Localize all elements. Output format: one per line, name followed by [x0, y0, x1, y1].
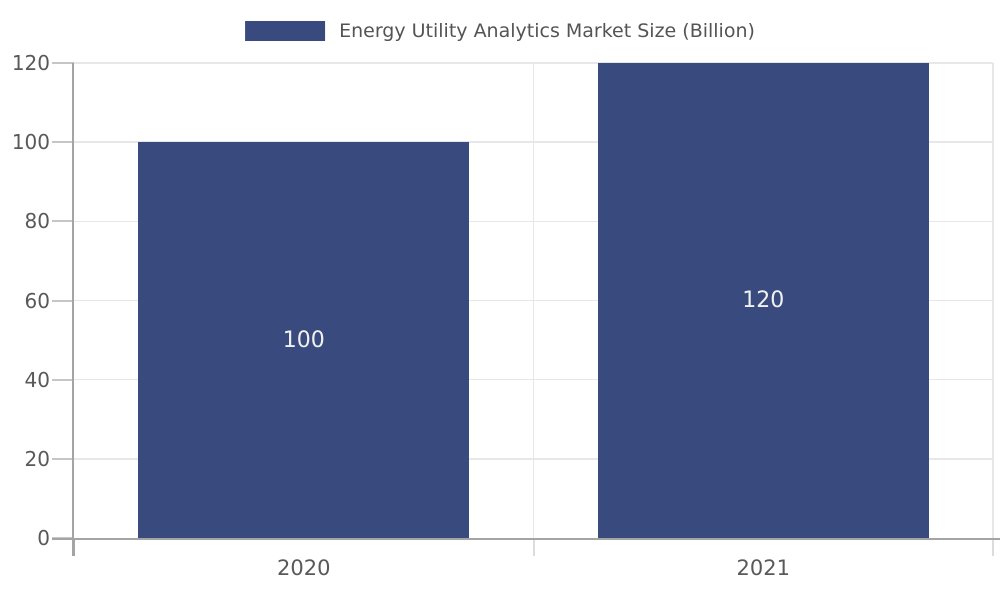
- x-axis-line: [52, 538, 1000, 540]
- y-tick: [52, 299, 74, 302]
- y-tick-label: 80: [24, 209, 50, 234]
- y-tick-label: 20: [24, 446, 50, 471]
- y-tick: [52, 220, 74, 223]
- x-tick-label: 2021: [736, 556, 790, 580]
- x-tick: [992, 538, 994, 556]
- y-tick-label: 40: [24, 367, 50, 392]
- gridline-v: [992, 63, 994, 538]
- legend: Energy Utility Analytics Market Size (Bi…: [245, 17, 755, 45]
- y-axis-line: [72, 63, 74, 556]
- bar: 120: [597, 63, 929, 538]
- legend-label: Energy Utility Analytics Market Size (Bi…: [339, 20, 755, 42]
- bar-value-label: 100: [282, 327, 325, 353]
- y-tick: [52, 62, 74, 64]
- y-tick-label: 100: [11, 130, 50, 155]
- bar: 100: [138, 142, 470, 538]
- y-tick-label: 60: [24, 288, 50, 313]
- gridline-v: [532, 63, 535, 538]
- x-tick-label: 2020: [277, 556, 331, 580]
- y-tick: [52, 457, 74, 460]
- legend-swatch: [245, 21, 326, 41]
- y-tick-label: 120: [11, 51, 50, 75]
- x-tick: [532, 538, 535, 556]
- y-tick-label: 0: [37, 526, 50, 550]
- y-tick: [52, 378, 74, 381]
- x-tick: [73, 538, 75, 556]
- y-tick: [52, 141, 74, 144]
- bar-value-label: 120: [742, 288, 785, 313]
